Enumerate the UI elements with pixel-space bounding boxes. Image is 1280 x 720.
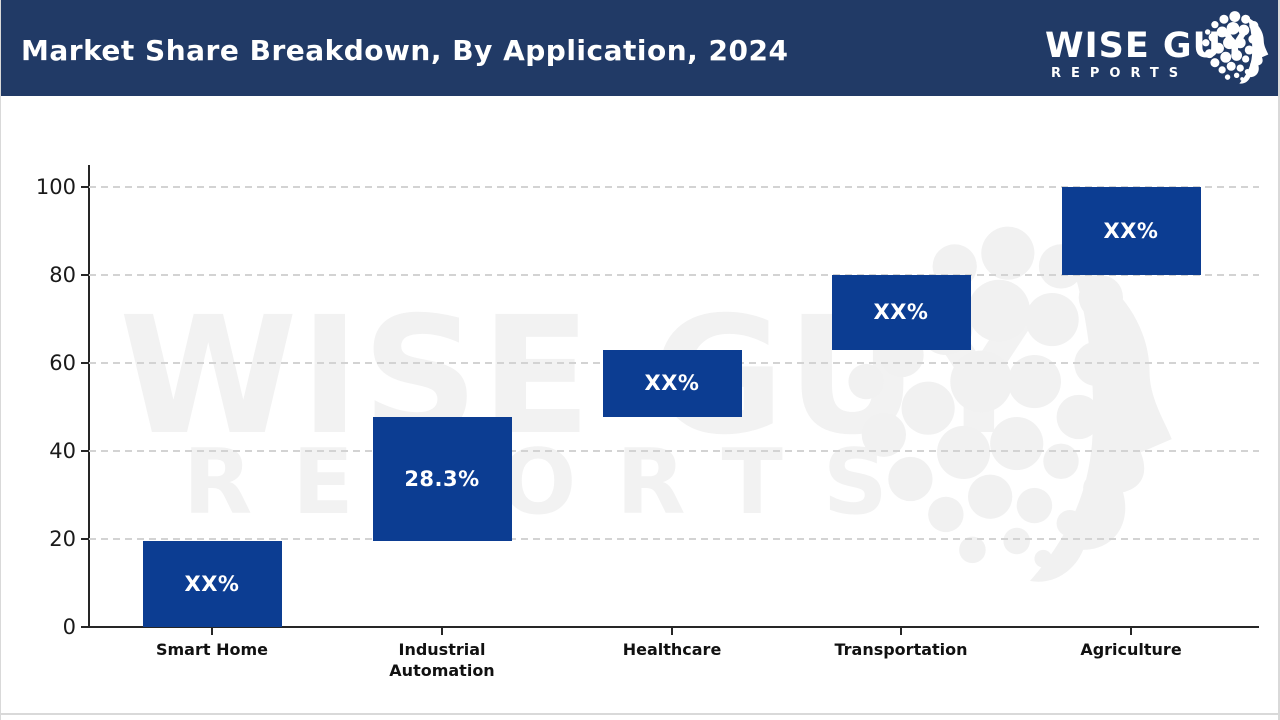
bar-value-label: 28.3%: [404, 466, 480, 491]
bottom-border: [1, 713, 1278, 715]
x-tick-4: [1130, 628, 1132, 635]
y-tick-label-100: 100: [35, 175, 76, 199]
gridline-20: [89, 538, 1259, 540]
x-tick-0: [211, 628, 213, 635]
logo-text: REPORTS: [1051, 66, 1189, 81]
gridline-80: [89, 274, 1259, 276]
bar-transportation: XX%: [831, 275, 971, 350]
y-tick-0: [81, 626, 88, 628]
gridline-40: [89, 450, 1259, 452]
bar-value-label: XX%: [1103, 219, 1159, 243]
x-tick-3: [900, 628, 902, 635]
x-category-label: Healthcare: [622, 640, 722, 659]
y-tick-40: [81, 450, 88, 452]
y-tick-label-20: 20: [49, 527, 76, 551]
y-tick-label-60: 60: [49, 351, 76, 375]
x-category-label: Smart Home: [155, 640, 268, 659]
y-tick-label-0: 0: [62, 615, 76, 639]
x-category-label: Agriculture: [1080, 640, 1182, 659]
x-tick-1: [441, 628, 443, 635]
y-tick-100: [81, 186, 88, 188]
y-tick-20: [81, 538, 88, 540]
logo-head-icon: [1202, 11, 1269, 84]
bar-value-label: XX%: [184, 572, 240, 597]
wise-guy-reports-logo: WISE GUY REPORTS: [1017, 8, 1269, 88]
y-tick-80: [81, 274, 88, 276]
bar-healthcare: XX%: [602, 349, 742, 417]
y-axis-line: [88, 165, 90, 628]
x-axis-line: [88, 626, 1259, 628]
x-tick-2: [671, 628, 673, 635]
bar-value-label: XX%: [644, 371, 700, 396]
watermark-text: REPORTS: [183, 430, 928, 535]
x-category-label: Transportation: [834, 640, 968, 659]
gridline-100: [89, 186, 1259, 188]
x-category-label: Industrial Automation: [389, 640, 495, 680]
y-tick-label-40: 40: [49, 439, 76, 463]
y-tick-label-80: 80: [49, 263, 76, 287]
y-tick-60: [81, 362, 88, 364]
header-bar: Market Share Breakdown, By Application, …: [1, 0, 1278, 96]
bar-smart-home: XX%: [142, 541, 282, 627]
chart-title: Market Share Breakdown, By Application, …: [21, 34, 789, 67]
bar-industrial-automation: 28.3%: [372, 416, 512, 542]
bar-agriculture: XX%: [1061, 187, 1201, 275]
bar-value-label: XX%: [873, 300, 929, 325]
